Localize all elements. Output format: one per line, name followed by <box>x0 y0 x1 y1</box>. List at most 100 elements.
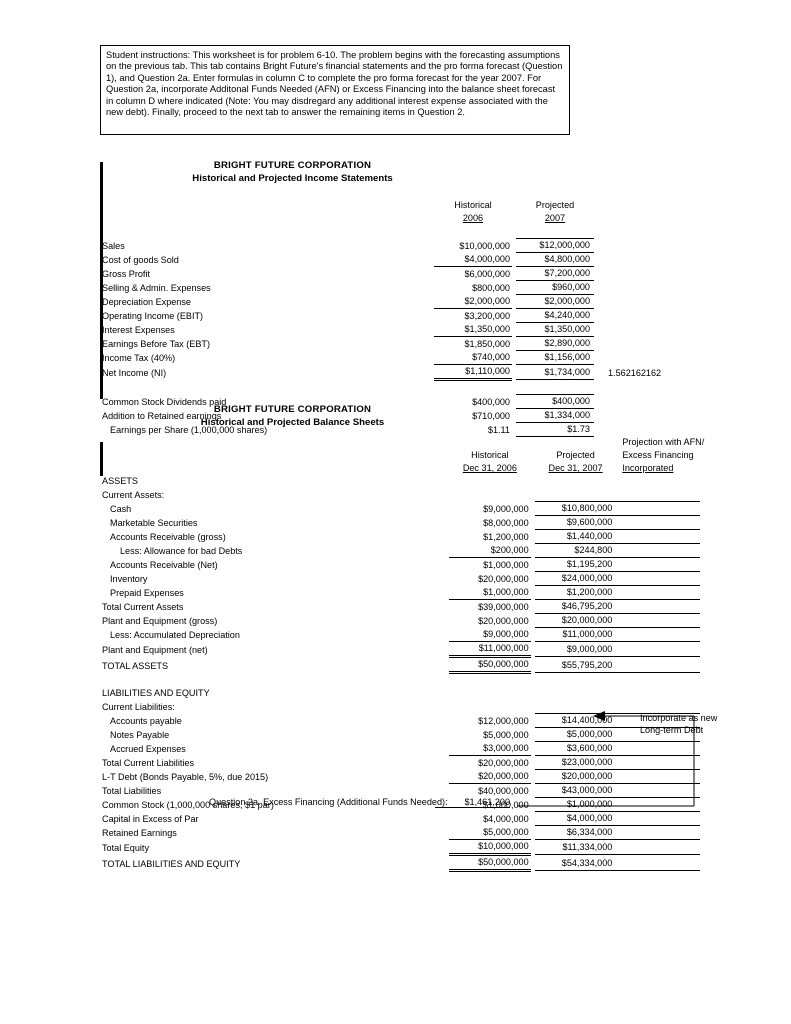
balance-sheet-assets-body: Cash $9,000,000 $10,800,000 Marketable Secu… <box>100 501 700 674</box>
row-afn-cell[interactable] <box>616 641 700 657</box>
row-label: Less: Allowance for bad Debts <box>120 545 243 556</box>
row-historical-value: $3,200,000 <box>464 310 510 321</box>
assets-heading: ASSETS <box>102 476 138 486</box>
row-projected-value[interactable]: $1,195,200 <box>534 557 617 572</box>
row-afn-cell[interactable] <box>616 515 700 530</box>
row-afn-cell[interactable] <box>616 501 700 516</box>
row-spacer <box>340 239 434 253</box>
row-afn-cell[interactable] <box>616 755 700 770</box>
row-afn-cell <box>594 295 704 309</box>
row-historical-value: $3,000,000 <box>449 741 531 756</box>
row-projected-value[interactable]: $1,000,000 <box>534 797 617 812</box>
row-spacer <box>351 600 449 614</box>
row-projected-value[interactable]: $2,000,000 <box>516 294 594 309</box>
question-2a-value[interactable]: $1,461,200 <box>435 797 510 808</box>
row-projected-value[interactable]: $4,000,000 <box>534 811 617 826</box>
row-label: Notes Payable <box>110 729 170 740</box>
row-label: Accrued Expenses <box>110 743 186 754</box>
row-projected-value[interactable]: $1,734,000 <box>516 364 594 380</box>
row-label: Plant and Equipment (net) <box>102 644 208 655</box>
row-projected-value[interactable]: $2,890,000 <box>516 336 594 351</box>
row-projected-value[interactable]: $14,400,000 <box>534 713 617 728</box>
row-projected-value[interactable]: $5,000,000 <box>534 727 617 742</box>
row-spacer <box>340 253 434 267</box>
row-afn-cell[interactable] <box>616 543 700 558</box>
row-afn-cell[interactable] <box>616 585 700 600</box>
row-historical-value: $10,000,000 <box>459 240 510 251</box>
row-projected-value[interactable]: $4,800,000 <box>516 252 594 267</box>
row-projected-value[interactable]: $1,440,000 <box>534 529 617 544</box>
row-spacer <box>351 770 449 784</box>
row-afn-cell[interactable] <box>616 797 700 812</box>
row-afn-cell <box>594 253 704 267</box>
table-row: Plant and Equipment (net) $11,000,000 $9,0… <box>100 641 700 658</box>
row-spacer <box>351 657 449 673</box>
row-projected-value[interactable]: $960,000 <box>516 280 594 295</box>
row-projected-value[interactable]: $9,000,000 <box>534 641 617 657</box>
row-afn-cell[interactable] <box>616 825 700 840</box>
row-historical-value: $1,110,000 <box>434 364 512 381</box>
table-row: Cash $9,000,000 $10,800,000 <box>100 501 700 516</box>
row-projected-value[interactable]: $23,000,000 <box>534 755 617 770</box>
row-projected-value[interactable]: $1.73 <box>516 422 594 437</box>
row-afn-cell[interactable] <box>616 783 700 798</box>
bs-col-proj-date: Dec 31, 2007 <box>548 463 603 473</box>
row-label: Common Stock (1,000,000 shares, $1 par) <box>102 799 274 810</box>
row-afn-cell[interactable] <box>616 571 700 586</box>
row-afn-cell <box>594 239 704 253</box>
row-spacer <box>340 267 434 281</box>
row-afn-cell[interactable] <box>616 599 700 614</box>
row-spacer <box>340 323 434 337</box>
row-spacer <box>340 281 434 295</box>
row-projected-value[interactable]: $1,350,000 <box>516 322 594 337</box>
row-afn-cell[interactable] <box>616 557 700 572</box>
row-projected-value[interactable]: $24,000,000 <box>534 571 617 586</box>
row-spacer <box>340 365 434 380</box>
row-afn-cell[interactable] <box>616 627 700 642</box>
table-row: Earnings per Share (1,000,000 shares) $1.… <box>100 422 704 437</box>
row-spacer <box>351 558 449 572</box>
row-projected-value[interactable]: $244,800 <box>534 543 617 558</box>
annotation-line-1: Incorporate as new <box>640 713 718 723</box>
table-row: Gross Profit $6,000,000 $7,200,000 <box>100 266 704 281</box>
row-projected-value[interactable]: $43,000,000 <box>534 783 617 798</box>
row-projected-value[interactable]: $54,334,000 <box>534 854 617 871</box>
row-afn-cell[interactable] <box>616 839 700 855</box>
row-projected-value[interactable]: $1,200,000 <box>534 585 617 600</box>
row-projected-value[interactable]: $1,156,000 <box>516 350 594 365</box>
row-projected-value[interactable]: $20,000,000 <box>534 613 617 628</box>
table-row: Sales $10,000,000 $12,000,000 <box>100 238 704 253</box>
row-projected-value[interactable]: $20,000,000 <box>534 769 617 784</box>
is-col-hist-year: 2006 <box>462 213 484 223</box>
row-projected-value[interactable]: $7,200,000 <box>516 266 594 281</box>
row-afn-cell[interactable] <box>616 529 700 544</box>
row-projected-value[interactable]: $3,600,000 <box>534 741 617 756</box>
row-projected-value[interactable]: $9,600,000 <box>534 515 617 530</box>
row-afn-cell[interactable] <box>616 769 700 784</box>
row-spacer <box>351 642 449 657</box>
row-projected-value[interactable]: $10,800,000 <box>534 501 617 516</box>
table-row: Total Liabilities $40,000,000 $43,000,000 <box>100 783 700 798</box>
row-afn-cell[interactable] <box>616 613 700 628</box>
row-label: Cash <box>110 503 132 514</box>
row-historical-value: $10,000,000 <box>449 839 531 856</box>
row-spacer <box>351 714 449 728</box>
row-afn-cell[interactable] <box>616 741 700 756</box>
row-projected-value[interactable]: $4,240,000 <box>516 308 594 323</box>
row-afn-cell[interactable] <box>616 656 700 673</box>
row-afn-cell <box>594 323 704 337</box>
row-projected-value[interactable]: $11,334,000 <box>534 839 617 855</box>
is-col-proj-year: 2007 <box>544 213 566 223</box>
row-projected-value[interactable]: $55,795,200 <box>534 656 617 673</box>
row-afn-cell[interactable] <box>616 854 700 871</box>
row-projected-value[interactable]: $11,000,000 <box>534 627 617 642</box>
row-afn-cell[interactable] <box>616 811 700 826</box>
row-projected-value[interactable]: $6,334,000 <box>534 825 617 840</box>
row-projected-value[interactable]: $46,795,200 <box>534 599 617 614</box>
row-spacer <box>351 502 449 516</box>
row-note-value: 1.562162162 <box>608 367 662 378</box>
row-label: Sales <box>102 240 125 251</box>
row-projected-value[interactable]: $12,000,000 <box>516 238 594 253</box>
table-row: Marketable Securities $8,000,000 $9,600,00… <box>100 515 700 530</box>
